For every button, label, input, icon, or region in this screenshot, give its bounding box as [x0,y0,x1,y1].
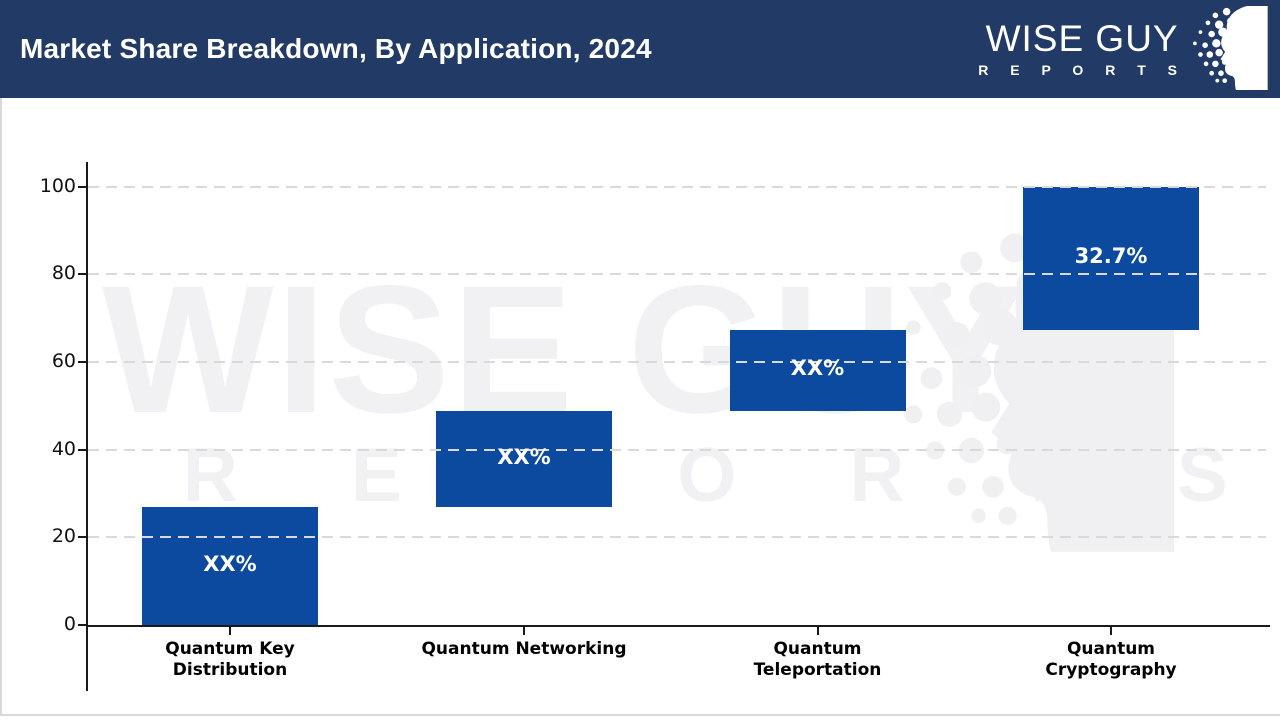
category-label-line: Teleportation [753,660,882,680]
y-tick-mark [78,624,86,626]
y-tick-label: 0 [63,613,76,635]
y-tick-mark [78,536,86,539]
x-tick-mark [229,627,231,635]
bar-value-label: 32.7% [1074,244,1148,269]
gridline-80 [88,273,1266,276]
x-tick-mark [816,627,819,635]
logo-wordmark: WISE GUY [985,18,1179,59]
y-tick-label: 40 [51,437,76,460]
bar-value-label: XX% [790,356,845,381]
bar-quantum-cryptography [1023,186,1199,330]
bar-value-label: XX% [497,445,551,470]
x-tick-mark [1110,627,1112,635]
y-tick-mark [78,273,86,276]
waterfall-chart: 0 20 40 60 80 100 XX% Quantum Key Distribution XX… [0,98,1280,720]
gridline-20 [88,536,1266,539]
category-label-quantum-cryptography: Quantum Cryptography [981,639,1241,681]
header-bar: Market Share Breakdown, By Application, … [0,0,1280,98]
y-tick-mark [78,185,86,188]
x-axis-spine [86,625,1270,627]
bar-value-label: XX% [203,552,257,577]
gridline-100 [88,185,1266,188]
y-axis-spine [86,162,88,691]
page-title: Market Share Breakdown, By Application, … [20,33,652,64]
bar-quantum-key-distribution [142,507,318,625]
y-tick-label: 80 [51,262,76,285]
category-label-line: Quantum [1066,639,1156,659]
bar-quantum-networking [436,411,612,508]
logo-tagline: R E P O R T S [978,62,1186,78]
category-label-line: Distribution [172,660,288,680]
brand-logo: WISE GUY R E P O R T S [978,6,1270,90]
y-tick-mark [78,448,86,451]
y-tick-mark [78,360,86,363]
category-label-line: Quantum Networking [421,639,627,659]
category-label-line: Quantum [773,639,862,659]
gridline-60 [88,360,1266,363]
y-tick-label: 100 [39,174,76,197]
gridline-40 [88,448,1266,451]
category-label-line: Quantum Key [165,639,295,659]
logo-face-dots-icon [1193,6,1268,90]
y-tick-label: 60 [51,349,76,372]
bar-quantum-teleportation [729,329,906,411]
category-label-quantum-teleportation: Quantum Teleportation [688,639,948,681]
category-label-line: Cryptography [1045,660,1177,680]
x-tick-mark [523,627,525,635]
category-label-quantum-key-distribution: Quantum Key Distribution [100,639,360,681]
category-label-quantum-networking: Quantum Networking [394,639,654,660]
y-tick-label: 20 [51,525,76,548]
